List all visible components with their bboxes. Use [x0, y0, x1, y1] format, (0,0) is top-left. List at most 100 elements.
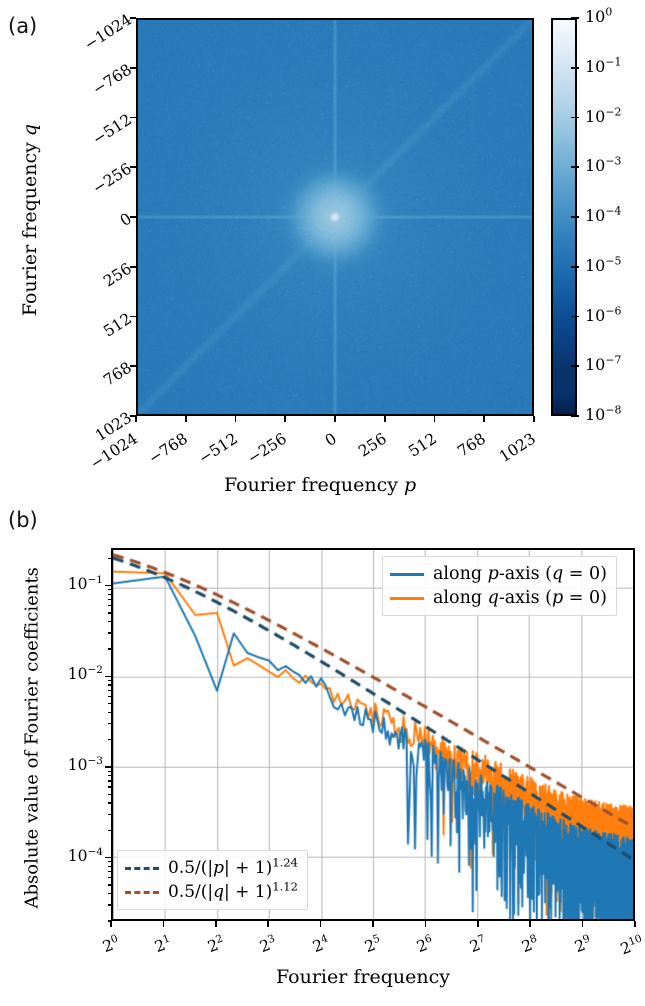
panel-a-xtick — [483, 416, 486, 422]
panel-a-xticklabel: −768 — [145, 429, 191, 468]
panel-b-ytick-minor — [107, 786, 111, 788]
legend-label: along p-axis (q = 0) — [433, 564, 607, 584]
panel-b-ytick-minor — [107, 920, 111, 922]
panel-a-ytick — [130, 66, 136, 69]
legend-item[interactable]: 0.5/(|p| + 1)1.24 — [125, 856, 298, 880]
panel-a-xticklabel: −256 — [244, 429, 291, 468]
panel-a-xticklabel: 256 — [355, 429, 390, 461]
panel-b-letter: (b) — [8, 508, 38, 532]
panel-b-xticklabel: 210 — [618, 932, 644, 959]
colorbar-ticklabel: 10−3 — [585, 154, 622, 176]
colorbar-tick — [571, 415, 579, 417]
panel-b-ytick-minor — [107, 893, 111, 895]
colorbar-ticklabel: 10−1 — [585, 55, 622, 76]
panel-a-xtick — [383, 416, 386, 422]
panel-b-xlabel: Fourier frequency — [276, 966, 450, 988]
panel-a-ylabel: Fourier frequency q — [19, 123, 41, 317]
panel-b-ytick-minor — [107, 695, 111, 697]
panel-a-yticklabel: −256 — [89, 159, 135, 198]
panel-a-xtick — [284, 416, 287, 422]
panel-a-yticklabel: −768 — [89, 60, 135, 99]
colorbar-ticklabel: 100 — [585, 5, 613, 26]
panel-a-xtick — [135, 416, 137, 422]
panel-b-ytick-minor — [107, 884, 111, 886]
panel-b-xtick — [529, 921, 531, 927]
panel-a-ytick — [130, 17, 136, 19]
heatmap-canvas — [138, 20, 532, 414]
panel-b-ytick-minor — [107, 648, 111, 650]
panel-b-ytick-minor — [107, 593, 111, 595]
colorbar-ticklabel: 10−5 — [585, 254, 622, 275]
panel-a-xticklabel: 0 — [321, 429, 340, 450]
panel-b-xticklabel: 21 — [152, 932, 173, 957]
panel-b-ytick — [105, 766, 111, 768]
panel-a-ytick — [130, 116, 136, 119]
colorbar-tick — [571, 166, 579, 169]
legend-swatch-line-icon — [390, 596, 424, 600]
colorbar-ticklabel: 10−7 — [585, 353, 622, 375]
panel-b-ytick-minor — [107, 802, 111, 804]
panel-a-yticklabel: 512 — [100, 308, 135, 341]
panel-b-ytick-minor — [107, 723, 111, 725]
legend-item[interactable]: along p-axis (q = 0) — [390, 562, 607, 586]
panel-b-xtick — [634, 921, 636, 927]
panel-a-xticklabel: 1023 — [496, 429, 539, 467]
panel-a-xtick — [334, 416, 336, 422]
panel-a-ytick — [130, 315, 136, 318]
colorbar-tick — [571, 17, 579, 19]
panel-a-xticklabel: −512 — [194, 429, 241, 468]
panel-b-ytick-minor — [107, 813, 111, 815]
colorbar-tick — [571, 116, 579, 119]
colorbar-tick — [571, 66, 579, 69]
legend-item[interactable]: along q-axis (p = 0) — [390, 586, 607, 610]
panel-b-xticklabel: 20 — [100, 932, 120, 957]
legend-label: 0.5/(|q| + 1)1.12 — [168, 879, 298, 902]
panel-b-ytick — [105, 584, 111, 587]
panel-b-ytick-minor — [107, 904, 111, 906]
panel-b-yticklabel: 10−1 — [67, 573, 103, 593]
colorbar-ticklabel: 10−2 — [585, 105, 622, 126]
panel-a-yticklabel: −512 — [89, 109, 135, 149]
legend-swatch-line-icon — [390, 572, 424, 576]
panel-b-xticklabel: 22 — [205, 932, 225, 957]
panel-b-ytick-minor — [107, 829, 111, 831]
legend-swatch-line-icon — [125, 866, 159, 870]
panel-b-xtick — [372, 921, 374, 927]
panel-b-xticklabel: 23 — [257, 932, 277, 957]
panel-a-xtick — [433, 416, 436, 422]
panel-a-ytick — [130, 365, 136, 368]
panel-b-xticklabel: 24 — [309, 932, 330, 957]
panel-b-ytick-minor — [107, 684, 111, 686]
panel-b-ytick-minor — [107, 702, 111, 705]
legend-item[interactable]: 0.5/(|q| + 1)1.12 — [125, 880, 298, 904]
panel-a-yticklabel: 0 — [116, 209, 135, 230]
legend-fits[interactable]: 0.5/(|p| + 1)1.24 0.5/(|q| + 1)1.12 — [117, 850, 308, 910]
panel-b-ytick-minor — [107, 679, 111, 682]
legend-label: 0.5/(|p| + 1)1.24 — [168, 855, 298, 878]
legend-series[interactable]: along p-axis (q = 0) along q-axis (p = 0) — [382, 556, 617, 616]
panel-b-ytick-minor — [107, 793, 111, 795]
panel-b-xtick — [215, 921, 217, 927]
colorbar-tick — [571, 216, 579, 218]
panel-a-ytick — [130, 216, 136, 218]
panel-b-xticklabel: 28 — [519, 932, 539, 957]
panel-b-ytick-minor — [107, 599, 111, 601]
panel-b-xtick — [477, 921, 479, 927]
panel-a-ytick — [130, 265, 136, 268]
panel-b-ytick-minor — [107, 621, 111, 623]
panel-b-yticklabel: 10−4 — [67, 845, 103, 865]
panel-b-ytick-minor — [107, 557, 111, 559]
panel-b-ytick-minor — [107, 689, 111, 691]
colorbar-ticklabel: 10−8 — [585, 403, 622, 424]
colorbar-ticklabel: 10−4 — [585, 204, 622, 225]
panel-b-ytick-minor — [107, 589, 111, 591]
panel-b-ytick-minor — [107, 605, 111, 607]
panel-b-xtick — [319, 921, 322, 927]
colorbar-tick — [571, 265, 579, 268]
panel-a-yticklabel: 768 — [100, 358, 135, 390]
panel-b-yticklabel: 10−2 — [67, 664, 103, 684]
panel-b-xticklabel: 25 — [362, 932, 382, 957]
legend-label: along q-axis (p = 0) — [433, 588, 607, 608]
legend-swatch-line-icon — [125, 890, 159, 894]
